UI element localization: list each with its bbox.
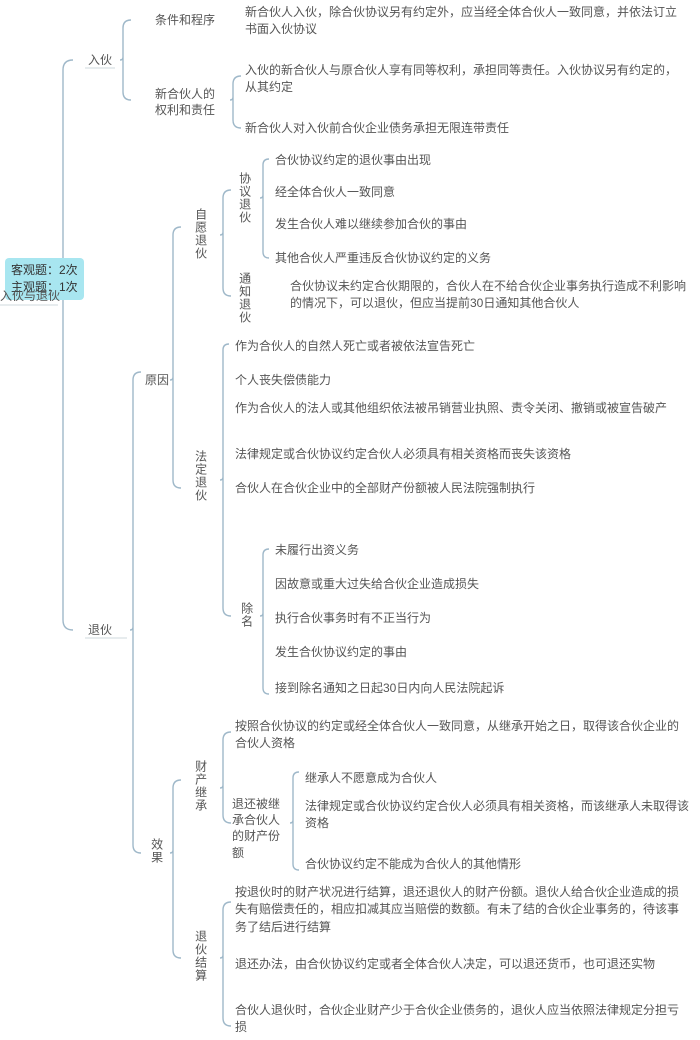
join-rights-leaf2: 新合伙人对入伙前合伙企业债务承担无限连带责任 [245, 120, 509, 137]
root-node: 入伙与退伙 [0, 288, 60, 305]
voluntary: 自愿退伙 [192, 208, 208, 260]
agree-b: 经全体合伙人一致同意 [275, 184, 395, 201]
inherit: 财产继承 [192, 760, 208, 812]
rem-a: 未履行出资义务 [275, 542, 359, 559]
removal: 除名 [238, 602, 254, 628]
settle-c: 合伙人退伙时，合伙企业财产少于合伙企业债务的，退伙人应当依照法律规定分担亏损 [235, 1002, 685, 1037]
inh-sub-c: 的财产份 [232, 828, 280, 844]
stat-b: 个人丧失偿债能力 [235, 372, 331, 389]
settle-b: 退还办法，由合伙协议约定或者全体合伙人决定，可以退还货币，也可退还实物 [235, 956, 655, 973]
settle: 退伙结算 [192, 930, 208, 982]
settle-a: 按退伙时的财产状况进行结算，退还退伙人的财产份额。退伙人给合伙企业造成的损失有赔… [235, 884, 685, 936]
join-rights-a: 新合伙人的 [155, 86, 215, 102]
statutory: 法定退伙 [192, 450, 208, 502]
join-rights: 新合伙人的 权利和责任 [155, 86, 215, 118]
stat-c: 作为合伙人的法人或其他组织依法被吊销营业执照、责令关闭、撤销或被宣告破产 [235, 400, 667, 417]
badge-line1: 客观题：2次 [11, 262, 78, 279]
inh-sub-item-c: 合伙协议约定不能成为合伙人的其他情形 [305, 856, 521, 873]
join-rights-b: 权利和责任 [155, 102, 215, 118]
inh-sub-a: 退还被继 [232, 796, 280, 812]
inherit-sub: 退还被继 承合伙人 的财产份 额 [232, 796, 280, 861]
agree-c: 发生合伙人难以继续参加合伙的事由 [275, 216, 467, 233]
inh-sub-item-b: 法律规定或合伙协议约定合伙人必须具有相关资格，而该继承人未取得该资格 [305, 798, 690, 833]
inh-sub-item-a: 继承人不愿意成为合伙人 [305, 770, 437, 787]
stat-e: 合伙人在合伙企业中的全部财产份额被人民法院强制执行 [235, 480, 535, 497]
inh-sub-b: 承合伙人 [232, 812, 280, 828]
agree-d: 其他合伙人严重违反合伙协议约定的义务 [275, 250, 491, 267]
rem-b: 因故意或重大过失给合伙企业造成损失 [275, 576, 479, 593]
rem-c: 执行合伙事务时有不正当行为 [275, 610, 431, 627]
withdraw-reason: 原因 [145, 372, 169, 389]
rem-e: 接到除名通知之日起30日内向人民法院起诉 [275, 680, 504, 697]
agree-a: 合伙协议约定的退伙事由出现 [275, 152, 431, 169]
withdraw-effect: 效果 [148, 838, 164, 864]
join-rights-leaf1: 入伙的新合伙人与原合伙人享有同等权利，承担同等责任。入伙协议另有约定的，从其约定 [245, 62, 685, 97]
agreement-w: 协议退伙 [236, 172, 252, 224]
stat-a: 作为合伙人的自然人死亡或者被依法宣告死亡 [235, 338, 475, 355]
join-cond: 条件和程序 [155, 12, 215, 29]
notice-w: 通知退伙 [236, 272, 252, 324]
l1-join: 入伙 [88, 52, 112, 69]
notice-leaf: 合伙协议未约定合伙期限的，合伙人在不给合伙企业事务执行造成不利影响的情况下，可以… [290, 278, 690, 313]
inherit-leaf1: 按照合伙协议的约定或经全体合伙人一致同意，从继承开始之日，取得该合伙企业的合伙人… [235, 718, 685, 753]
stat-d: 法律规定或合伙协议约定合伙人必须具有相关资格而丧失该资格 [235, 446, 571, 463]
inh-sub-d: 额 [232, 845, 280, 861]
join-cond-leaf: 新合伙人入伙，除合伙协议另有约定外，应当经全体合伙人一致同意，并依法订立书面入伙… [245, 4, 685, 39]
rem-d: 发生合伙协议约定的事由 [275, 644, 407, 661]
l1-withdraw: 退伙 [88, 622, 112, 639]
